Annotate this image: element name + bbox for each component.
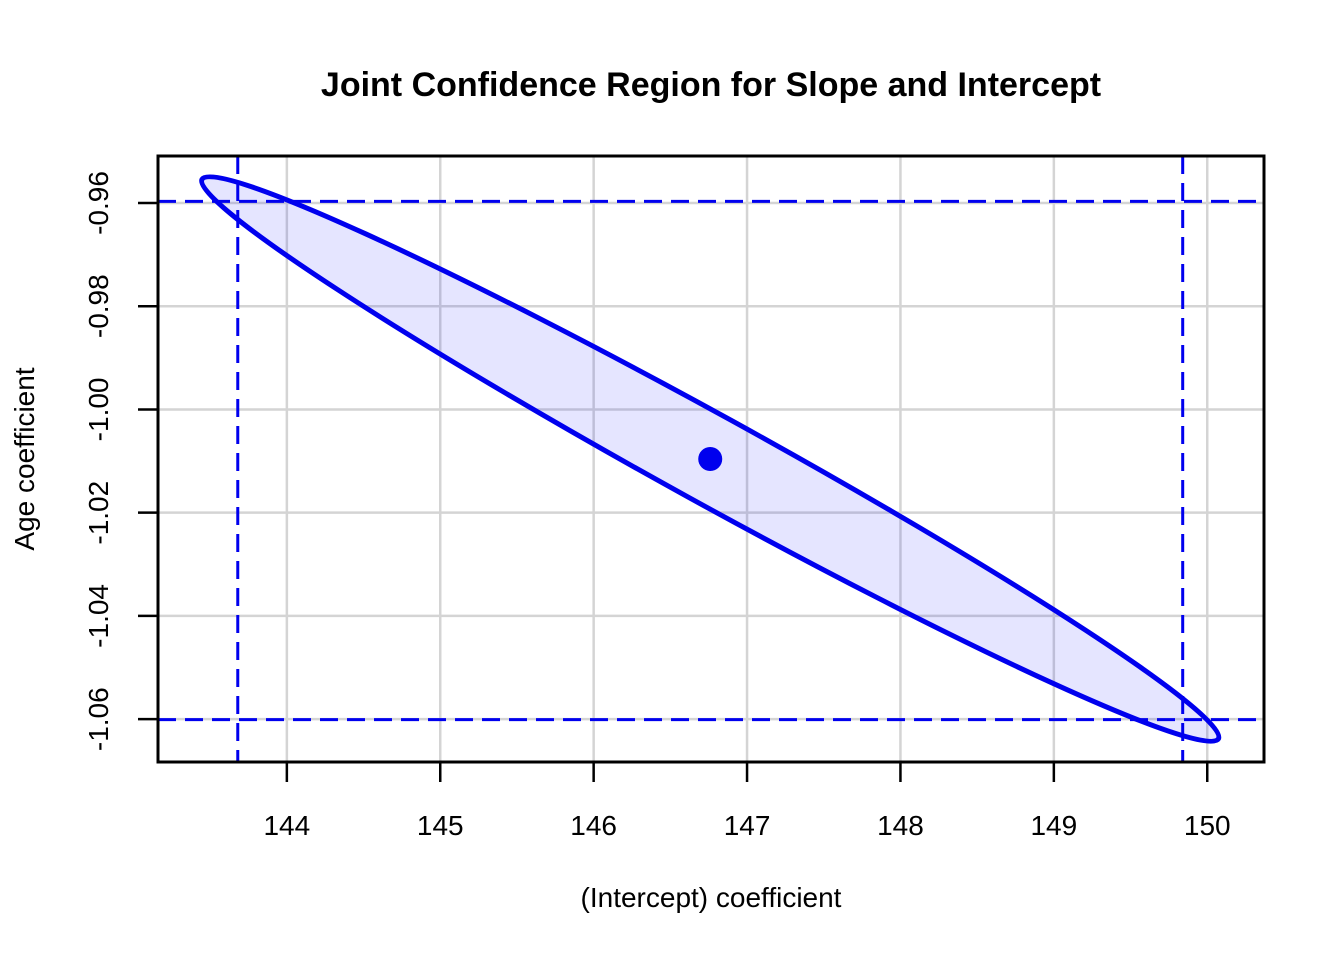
frame-layer xyxy=(156,154,1266,764)
y-tick-label--1.04: -1.04 xyxy=(83,584,114,648)
plot-border xyxy=(156,154,1266,764)
y-tick-label--0.98: -0.98 xyxy=(83,274,114,338)
x-tick-label-150: 150 xyxy=(1184,810,1231,841)
x-tick-label-144: 144 xyxy=(263,810,310,841)
x-tick-label-145: 145 xyxy=(417,810,464,841)
ci-lines-layer xyxy=(158,156,1264,762)
y-axis-title: Age coefficient xyxy=(9,367,40,550)
y-tick-label--1.02: -1.02 xyxy=(83,481,114,545)
x-tick-label-146: 146 xyxy=(570,810,617,841)
y-tick-label--0.96: -0.96 xyxy=(83,171,114,235)
x-tick-label-147: 147 xyxy=(724,810,771,841)
axis-layer: 144 145 146 147 148 149 150 -0.96 -0.98 -1.00 -1.0… xyxy=(83,171,1231,841)
point-layer xyxy=(698,447,723,471)
x-axis-title: (Intercept) coefficient xyxy=(581,882,842,913)
chart-title: Joint Confidence Region for Slope and In… xyxy=(321,66,1101,104)
y-tick-label--1.06: -1.06 xyxy=(83,687,114,751)
estimate-point xyxy=(698,447,723,471)
x-tick-label-149: 149 xyxy=(1030,810,1077,841)
y-tick-label--1.00: -1.00 xyxy=(83,377,114,441)
x-tick-label-148: 148 xyxy=(877,810,924,841)
